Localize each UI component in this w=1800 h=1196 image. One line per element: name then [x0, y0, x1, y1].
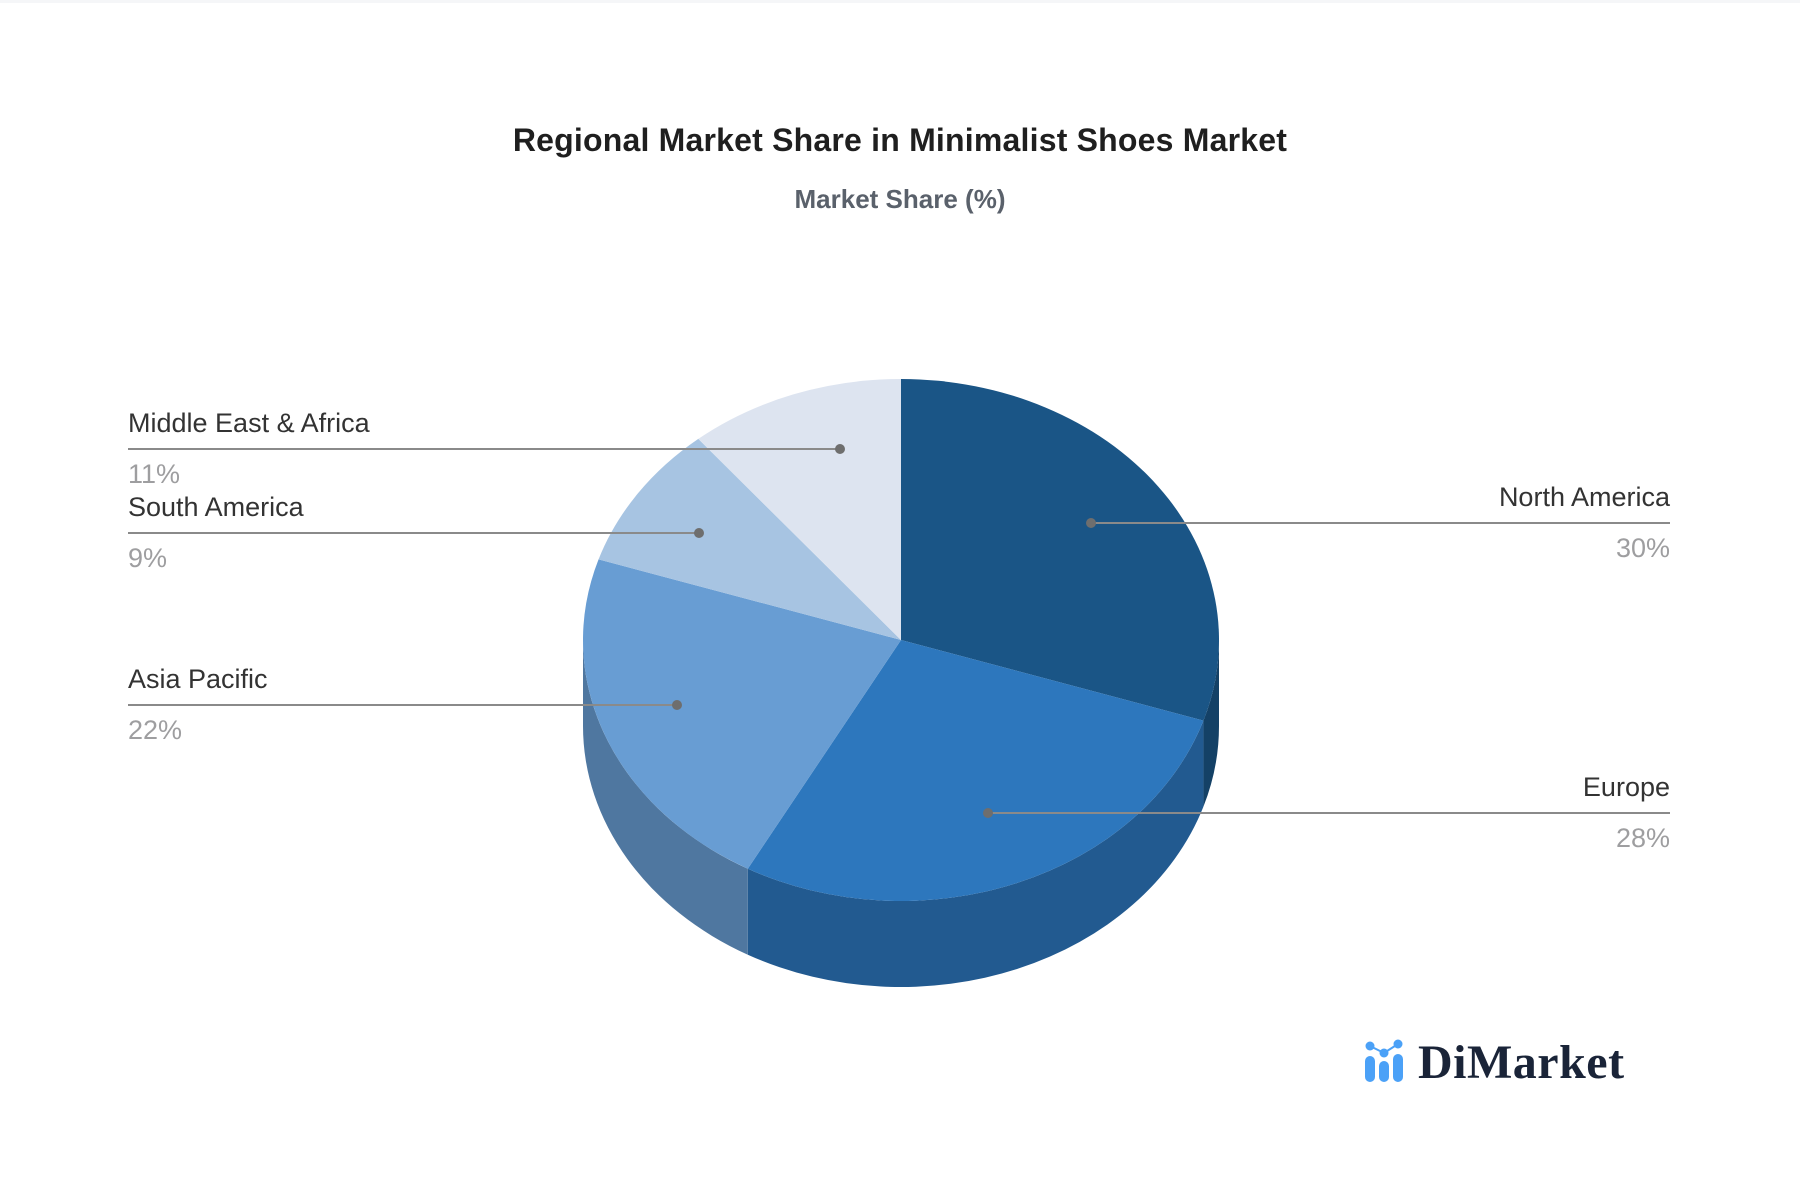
label-connector-dot [1086, 518, 1096, 528]
slice-label-asia-pacific: Asia Pacific [128, 664, 268, 694]
chart-title: Regional Market Share in Minimalist Shoe… [512, 122, 1288, 158]
pie-slice-south-america[interactable] [598, 438, 901, 640]
logo-text: DiMarket [1418, 1036, 1625, 1089]
slice-label-south-america: South America [128, 492, 304, 522]
chart-subtitle: Market Share (%) [794, 184, 1006, 214]
pie-slice-asia-pacific[interactable] [582, 559, 901, 869]
bar-chart-sparkline-icon [1365, 1039, 1403, 1082]
label-connector-dot [835, 444, 845, 454]
pie-slice-side-europe [747, 720, 1204, 987]
label-connector-dot [672, 700, 682, 710]
label-connector-dot [983, 808, 993, 818]
pie-slice-middle-east-africa[interactable] [698, 379, 901, 640]
dimarket-logo[interactable]: DiMarket [1362, 1038, 1625, 1088]
pie-slice-europe[interactable] [747, 640, 1204, 901]
slice-value-asia-pacific: 22% [128, 715, 183, 745]
slice-label-europe: Europe [1582, 772, 1670, 802]
slice-value-south-america: 9% [128, 543, 168, 573]
slice-label-north-america: North America [1498, 482, 1670, 512]
slice-value-europe: 28% [1615, 823, 1670, 853]
pie-slice-side-asia-pacific [583, 640, 748, 955]
pie-slice-side-north-america [1203, 640, 1219, 807]
slice-value-north-america: 30% [1615, 533, 1670, 563]
label-connector-dot [694, 528, 704, 538]
top-edge-strip [0, 0, 1800, 3]
slice-value-middle-east-africa: 11% [128, 459, 181, 489]
slice-label-middle-east-africa: Middle East & Africa [128, 408, 370, 438]
pie-slice-north-america[interactable] [901, 379, 1219, 721]
